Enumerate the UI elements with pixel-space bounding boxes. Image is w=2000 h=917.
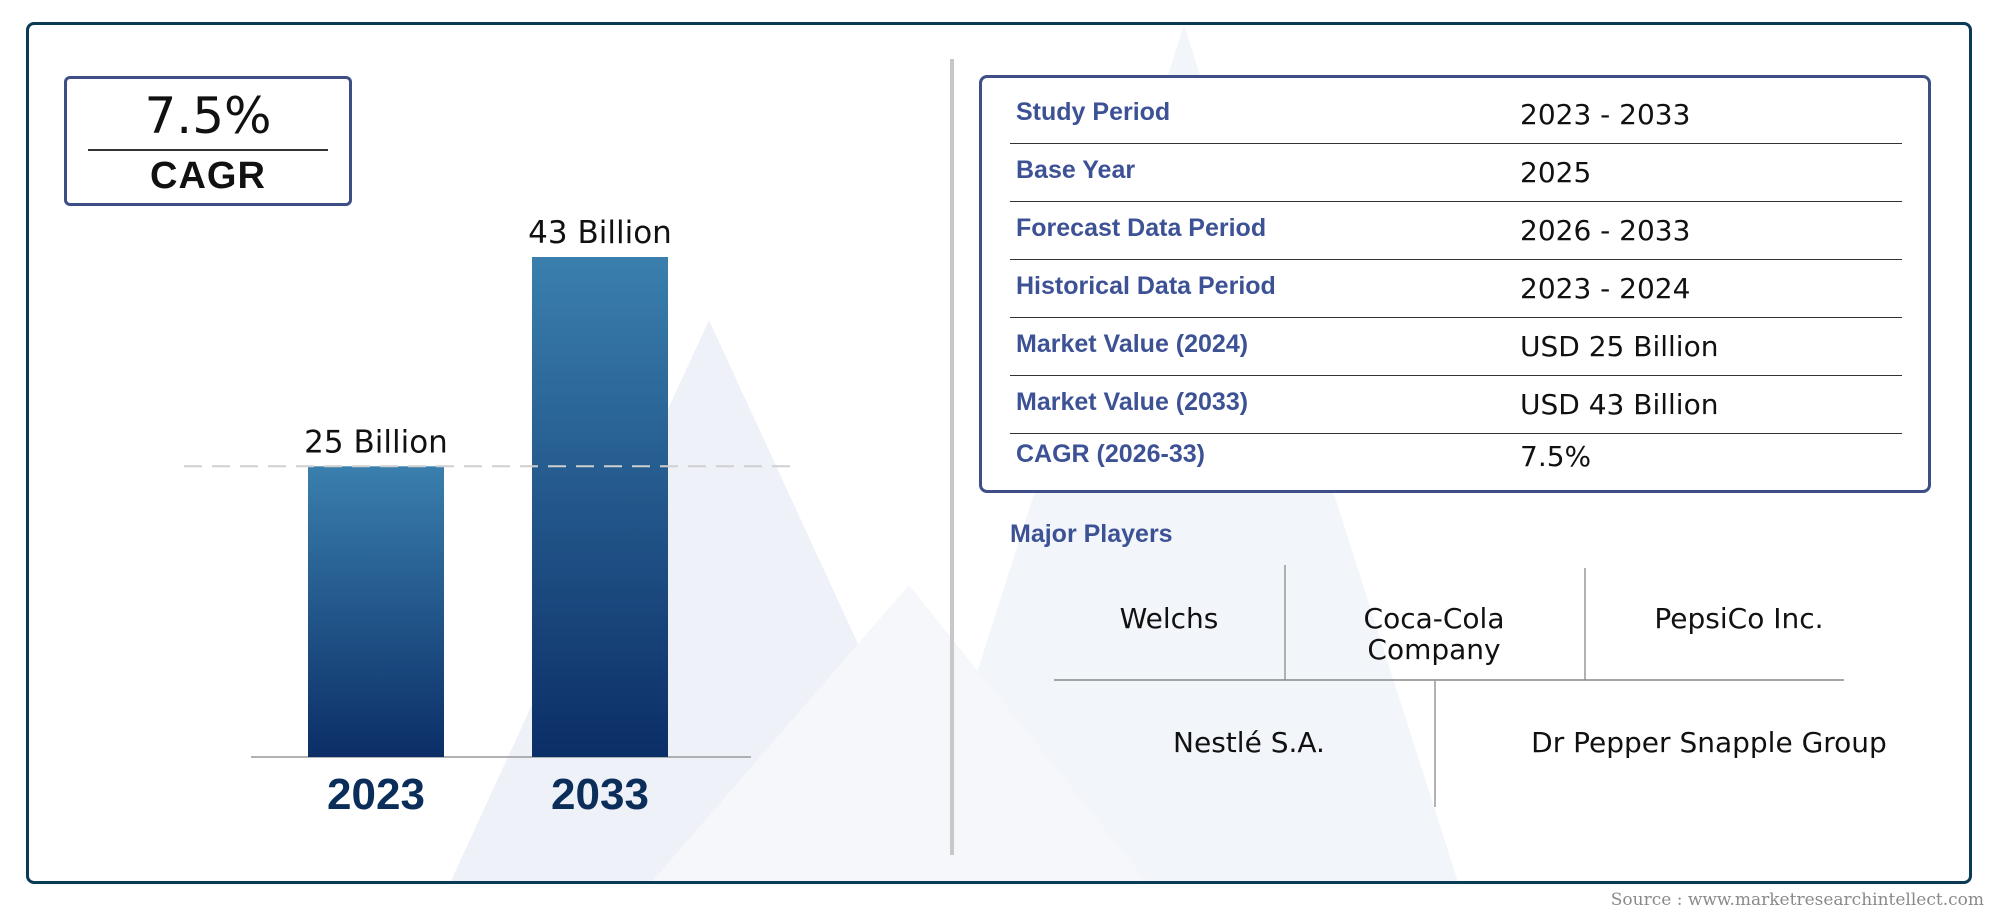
cagr-value: 7.5% <box>144 87 272 145</box>
x-tick-label: 2033 <box>551 770 649 819</box>
summary-table: Study Period 2023 - 2033 Base Year 2025 … <box>979 75 1931 493</box>
summary-row-market-value-2024: Market Value (2024) USD 25 Billion <box>1010 318 1902 376</box>
summary-value: 2023 - 2033 <box>1520 98 1691 131</box>
summary-label: Market Value (2024) <box>1016 330 1249 358</box>
major-players-title: Major Players <box>1010 520 1173 548</box>
summary-label: Market Value (2033) <box>1016 388 1249 416</box>
summary-label: CAGR (2026-33) <box>1016 440 1205 468</box>
player-nestle: Nestlé S.A. <box>1173 726 1325 759</box>
player-pepsico: PepsiCo Inc. <box>1654 602 1824 635</box>
summary-label: Forecast Data Period <box>1016 214 1267 242</box>
summary-value: 2025 <box>1520 156 1592 189</box>
cagr-label: CAGR <box>150 155 266 197</box>
summary-value: 7.5% <box>1520 440 1592 473</box>
summary-value: USD 25 Billion <box>1520 330 1719 363</box>
vertical-divider <box>950 59 954 855</box>
bar-chart: 25 Billion 2023 43 Billion 2033 <box>184 215 794 819</box>
infographic-frame: 7.5% CAGR 25 Billion 2023 43 Billion 2033 S… <box>26 22 1972 884</box>
data-label: 25 Billion <box>304 424 448 460</box>
player-dr-pepper: Dr Pepper Snapple Group <box>1531 726 1887 759</box>
x-tick-label: 2023 <box>327 770 425 819</box>
summary-label: Study Period <box>1016 98 1171 126</box>
summary-value: 2026 - 2033 <box>1520 214 1691 247</box>
summary-row-market-value-2033: Market Value (2033) USD 43 Billion <box>1010 376 1902 434</box>
player-welchs: Welchs <box>1119 602 1219 635</box>
summary-value: 2023 - 2024 <box>1520 272 1691 305</box>
summary-row-cagr: CAGR (2026-33) 7.5% <box>1010 428 1902 486</box>
summary-label: Historical Data Period <box>1016 272 1276 300</box>
source-note: Source : www.marketresearchintellect.com <box>1610 890 1984 910</box>
cagr-card: 7.5% CAGR <box>64 76 352 206</box>
summary-row-forecast-period: Forecast Data Period 2026 - 2033 <box>1010 202 1902 260</box>
bar-2033 <box>532 257 668 757</box>
cagr-divider <box>88 149 328 151</box>
data-label: 43 Billion <box>528 215 672 251</box>
players-grid-lines <box>1054 565 1844 807</box>
bar-2023 <box>308 466 444 757</box>
summary-row-study-period: Study Period 2023 - 2033 <box>1010 86 1902 144</box>
summary-value: USD 43 Billion <box>1520 388 1719 421</box>
player-coca-cola: Coca-Cola Company <box>1363 602 1505 666</box>
summary-row-base-year: Base Year 2025 <box>1010 144 1902 202</box>
summary-row-historical-period: Historical Data Period 2023 - 2024 <box>1010 260 1902 318</box>
summary-label: Base Year <box>1016 156 1136 184</box>
